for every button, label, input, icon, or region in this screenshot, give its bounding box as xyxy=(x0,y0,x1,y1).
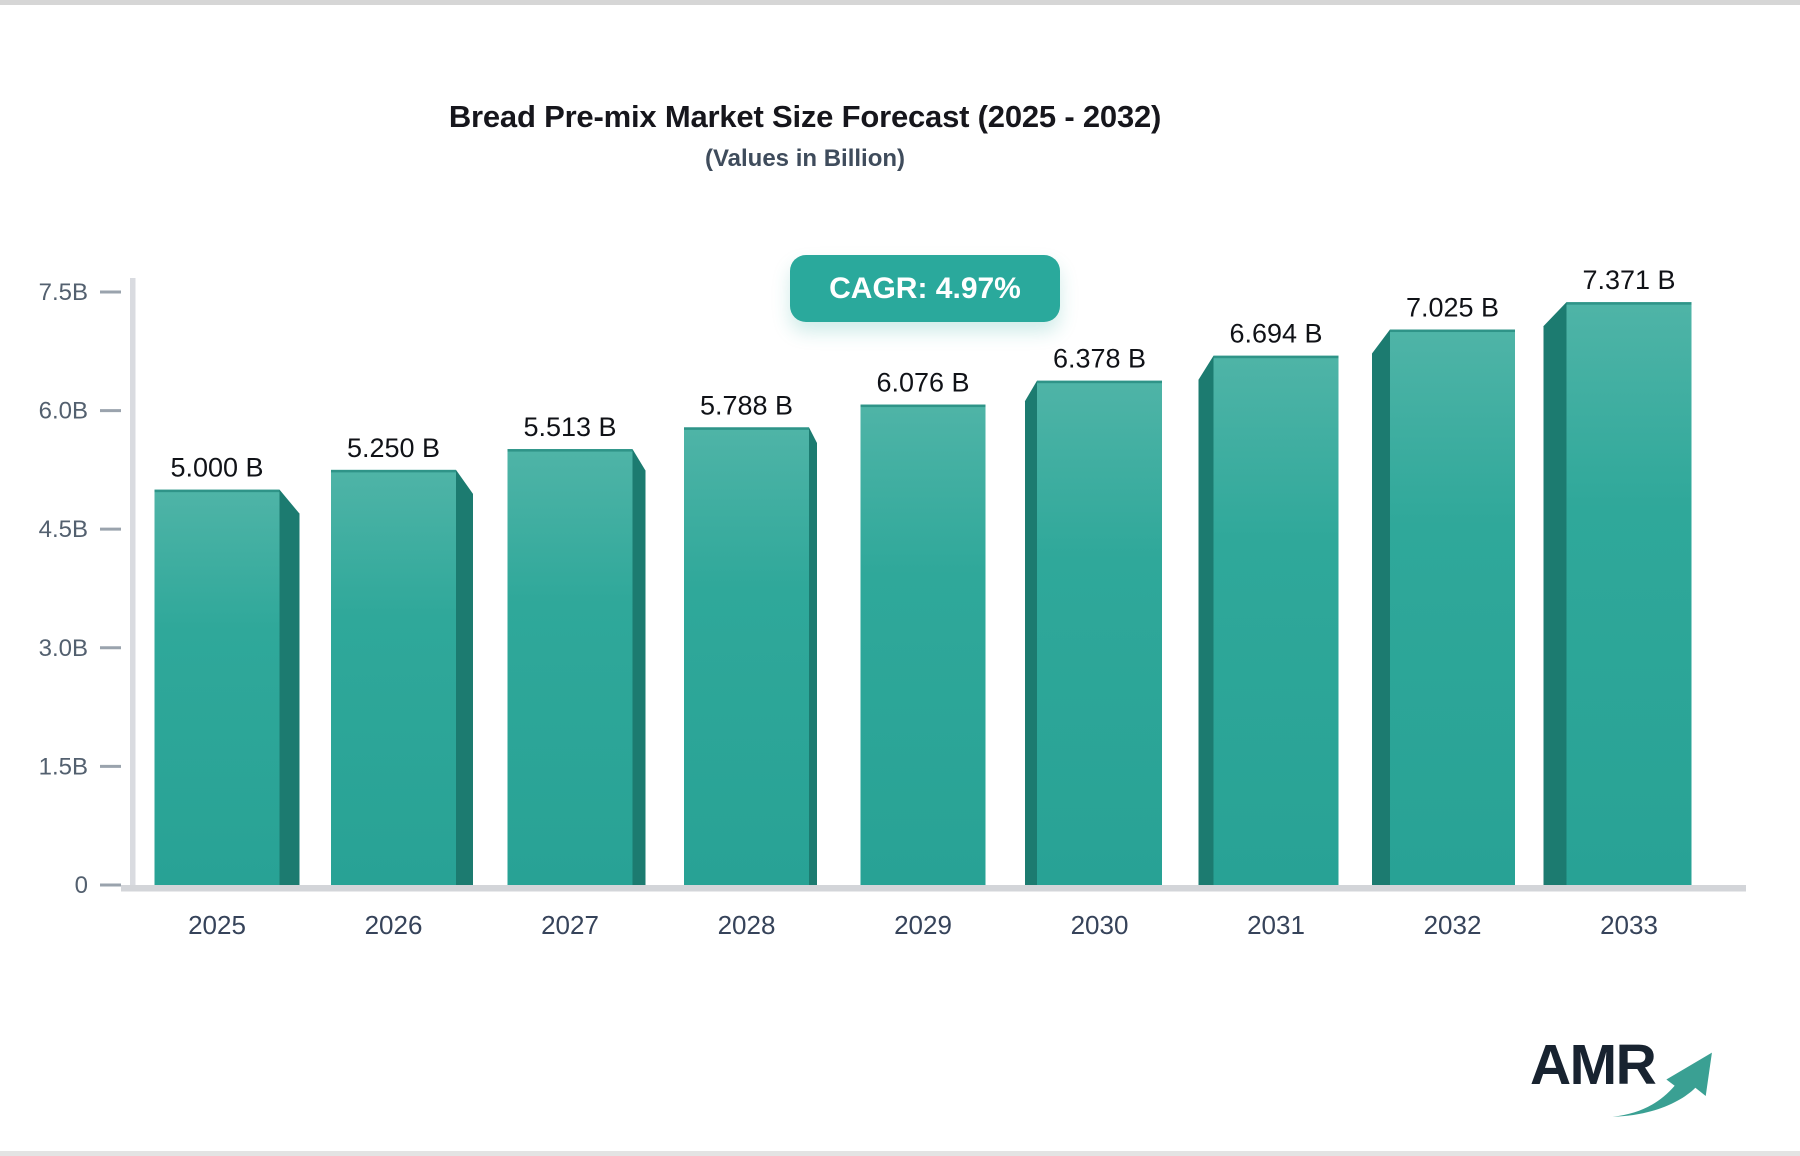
bar-side-face xyxy=(632,449,646,889)
bar-value-label: 5.250 B xyxy=(347,433,440,463)
bar-side-face xyxy=(809,427,817,889)
bar-side-face xyxy=(1198,355,1214,889)
x-axis-category-label: 2025 xyxy=(188,910,246,940)
amr-logo: AMR xyxy=(1520,1022,1780,1127)
x-axis-category-label: 2031 xyxy=(1247,910,1305,940)
bar-top-edge xyxy=(331,469,456,473)
bar xyxy=(331,469,456,889)
bar xyxy=(1566,302,1692,889)
bar-value-label: 5.788 B xyxy=(700,390,793,420)
bar-top-edge xyxy=(1566,302,1692,305)
bar-top-edge xyxy=(1037,380,1162,384)
y-axis-tick-label: 0 xyxy=(75,872,88,899)
x-axis-category-label: 2032 xyxy=(1424,910,1482,940)
bar-value-label: 6.378 B xyxy=(1053,344,1146,374)
bar-side-face xyxy=(456,469,473,889)
bar-side-face xyxy=(1372,329,1390,889)
bar xyxy=(507,449,633,889)
x-axis-category-label: 2030 xyxy=(1071,910,1129,940)
bar xyxy=(1213,355,1339,889)
y-axis-tick-label: 4.5B xyxy=(39,516,88,543)
bar-side-face xyxy=(279,489,300,889)
cagr-badge: CAGR: 4.97% xyxy=(790,255,1060,322)
bar xyxy=(860,404,986,889)
y-axis-tick-label: 6.0B xyxy=(39,398,88,425)
bar xyxy=(154,489,280,889)
y-axis-tick-label: 1.5B xyxy=(39,753,88,780)
bar-top-edge xyxy=(154,489,280,493)
x-axis-category-label: 2027 xyxy=(541,910,599,940)
bar-value-label: 6.694 B xyxy=(1229,319,1322,349)
bar xyxy=(1037,380,1162,889)
bar-side-face xyxy=(1025,380,1037,889)
bar xyxy=(1390,329,1515,889)
bar-top-edge xyxy=(860,404,986,408)
bar xyxy=(684,427,809,889)
bar-side-face xyxy=(1543,302,1567,889)
x-axis-category-label: 2026 xyxy=(365,910,423,940)
bar-value-label: 7.025 B xyxy=(1406,293,1499,323)
chart-header: Bread Pre-mix Market Size Forecast (2025… xyxy=(0,0,1610,174)
growth-arrow-icon xyxy=(1612,1052,1712,1117)
x-axis-category-label: 2029 xyxy=(894,910,952,940)
bar-top-edge xyxy=(684,427,809,430)
chart-subtitle: (Values in Billion) xyxy=(704,145,906,172)
x-axis-line xyxy=(121,885,1746,892)
amr-logo-text: AMR xyxy=(1530,1033,1657,1097)
bar-value-label: 5.000 B xyxy=(170,453,263,483)
bar-top-edge xyxy=(1390,329,1515,333)
y-axis-line xyxy=(130,278,136,891)
x-axis-category-label: 2028 xyxy=(718,910,776,940)
y-axis-tick-label: 3.0B xyxy=(39,635,88,662)
chart-title: Bread Pre-mix Market Size Forecast (2025… xyxy=(448,99,1162,134)
top-border xyxy=(0,0,1800,5)
bottom-border xyxy=(0,1151,1800,1156)
bar-top-edge xyxy=(1213,355,1339,359)
bar-value-label: 6.076 B xyxy=(876,368,969,398)
x-axis-category-label: 2033 xyxy=(1600,910,1658,940)
bar-value-label: 5.513 B xyxy=(523,412,616,442)
bar-top-edge xyxy=(507,449,633,452)
bar-value-label: 7.371 B xyxy=(1582,265,1675,295)
y-axis-tick-label: 7.5B xyxy=(39,279,88,306)
